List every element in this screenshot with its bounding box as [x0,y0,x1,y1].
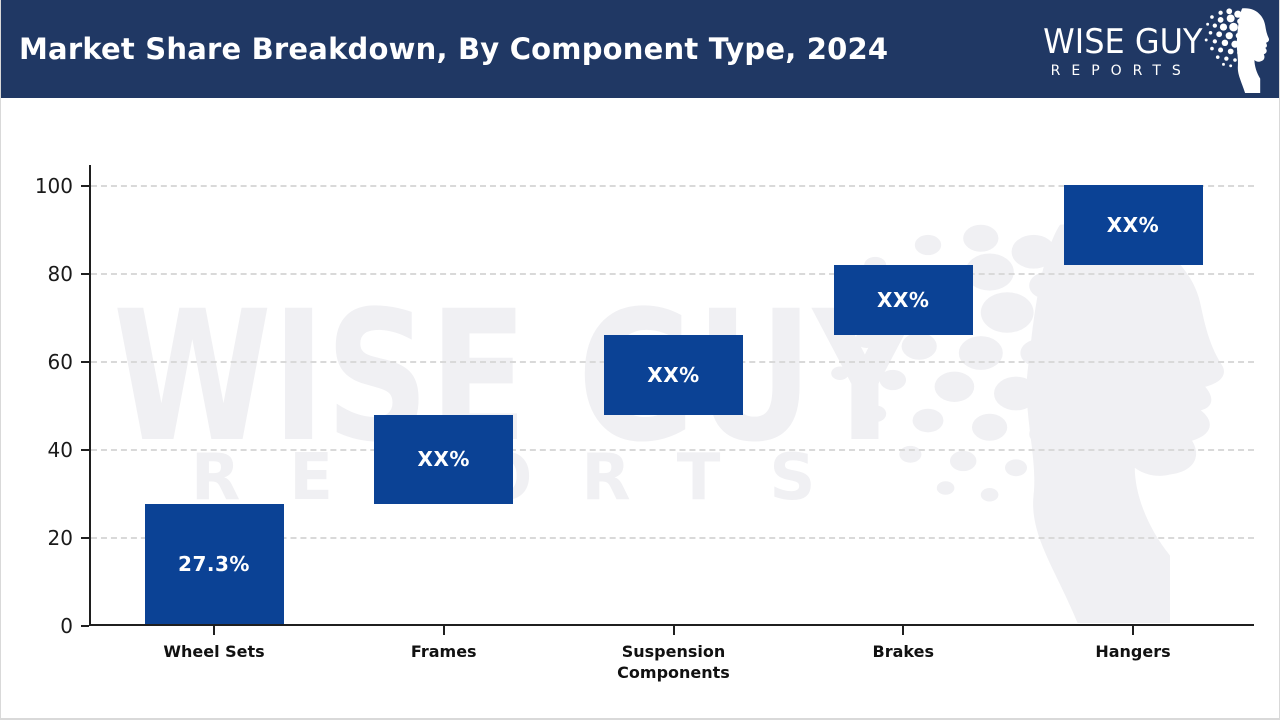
x-axis-category-label: Brakes [872,642,934,661]
bar-value-label: XX% [417,447,470,472]
bar-value-label: XX% [877,287,930,312]
bar-segment: XX% [833,265,973,335]
bar-segment: XX% [604,334,743,415]
header-bar: Market Share Breakdown, By Component Typ… [1,0,1279,98]
page-title: Market Share Breakdown, By Component Typ… [19,32,889,66]
x-axis-tick [442,626,445,635]
bar-segment: 27.3% [144,503,284,624]
x-axis-tick [902,626,905,635]
watermark-text-line1: WISE GUY [113,273,918,482]
y-axis-tick-label: 100 [34,174,73,199]
face-profile-icon [1204,8,1270,93]
y-axis-tick [81,185,89,188]
x-axis-tick [1132,626,1134,635]
brand-text: WISE GUY REPORTS [1033,22,1203,79]
plot-area: 0 20 40 60 80 100 27.3% Wheel Sets XX% Frames XX% S… [35,165,1254,682]
bar-value-label: 27.3% [178,551,250,576]
x-axis-category-label: Wheel Sets [163,642,265,661]
y-axis-tick [81,361,89,364]
y-axis-tick-label: 20 [47,526,73,551]
brand-subtitle: REPORTS [1050,62,1192,79]
x-axis-tick [213,626,215,635]
x-axis-category-label: Suspension Components [617,642,730,682]
y-axis-tick [81,537,89,540]
gridline [91,449,1254,452]
y-axis-tick [81,625,89,627]
y-axis-tick-label: 80 [47,262,73,287]
bar-value-label: XX% [1106,213,1160,238]
x-axis-tick [672,626,675,635]
x-axis-category-label: Frames [410,642,477,661]
gridline [91,185,1254,188]
y-axis-tick-label: 0 [60,614,73,638]
bar-segment: XX% [374,414,514,504]
gridline [91,537,1254,540]
brand-logo: WISE GUY REPORTS [1033,6,1271,94]
bar-value-label: XX% [647,362,700,387]
y-axis-tick [81,273,89,276]
y-axis-tick-label: 40 [47,438,73,463]
bar-segment: XX% [1063,185,1203,266]
y-axis-tick-label: 60 [47,350,73,375]
x-axis-category-label: Hangers [1095,642,1171,661]
y-axis-tick [81,449,89,452]
brand-name: WISE GUY [1043,21,1203,62]
gridline [91,273,1254,276]
